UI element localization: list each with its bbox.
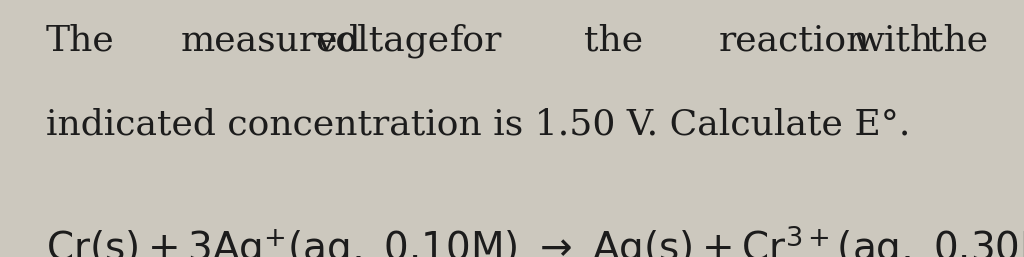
- Text: for: for: [450, 23, 502, 57]
- Text: the: the: [929, 23, 988, 57]
- Text: the: the: [585, 23, 643, 57]
- Text: measured: measured: [180, 23, 361, 57]
- Text: reaction: reaction: [719, 23, 870, 57]
- Text: indicated concentration is 1.50 V. Calculate E°.: indicated concentration is 1.50 V. Calcu…: [46, 108, 910, 142]
- Text: voltage: voltage: [315, 23, 450, 58]
- Text: The: The: [46, 23, 115, 57]
- Text: $\mathregular{Cr(s) + 3Ag^{+}(aq,\ 0.10M)\ \rightarrow\ Ag(s) + Cr^{3+}(aq,\ 0.3: $\mathregular{Cr(s) + 3Ag^{+}(aq,\ 0.10M…: [46, 224, 1024, 257]
- Text: with: with: [854, 23, 934, 57]
